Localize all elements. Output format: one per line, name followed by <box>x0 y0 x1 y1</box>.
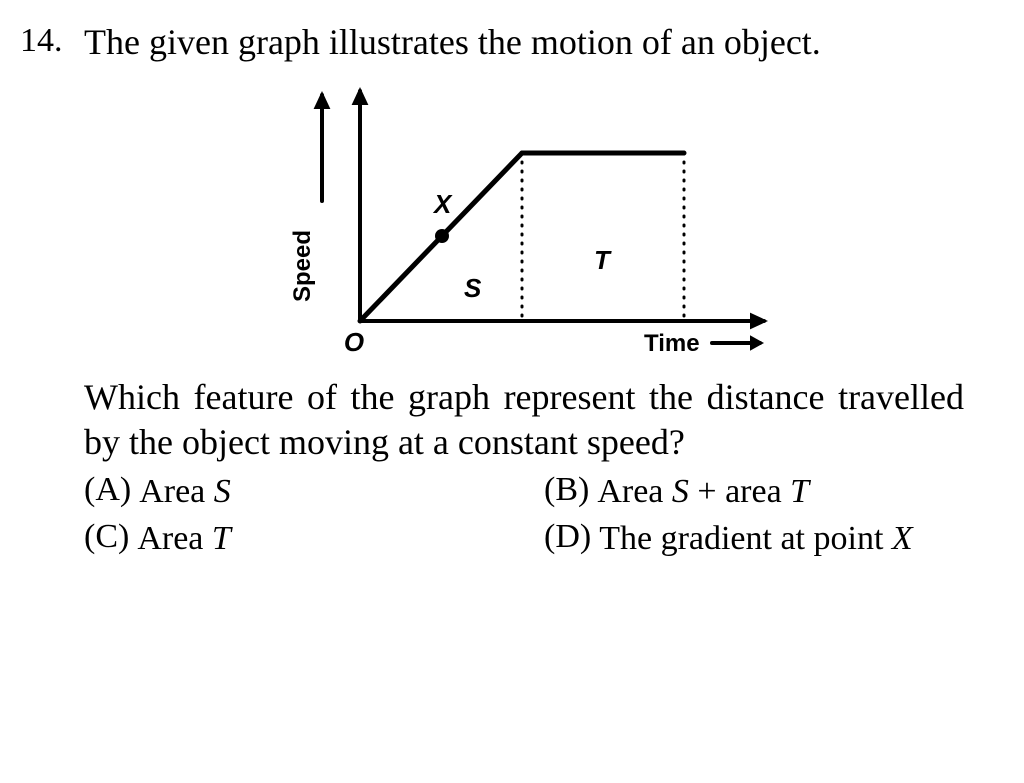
option-D: (D) The gradient at point X <box>544 518 964 561</box>
svg-text:T: T <box>594 245 612 275</box>
option-B-label: (B) <box>544 471 589 509</box>
graph-container: X S T O Time Speed <box>84 73 964 373</box>
option-D-text: The gradient at point X <box>599 518 912 561</box>
option-A: (A) Area S <box>84 471 504 514</box>
option-A-text: Area S <box>139 471 231 514</box>
question-number: 14. <box>20 20 84 60</box>
option-D-label: (D) <box>544 518 591 556</box>
option-C-label: (C) <box>84 518 129 556</box>
speed-time-graph: X S T O Time Speed <box>264 73 784 373</box>
option-C-text: Area T <box>137 518 230 561</box>
svg-text:Time: Time <box>644 330 700 357</box>
svg-text:S: S <box>464 273 482 303</box>
question-prompt: Which feature of the graph represent the… <box>84 375 964 465</box>
options-grid: (A) Area S (B) Area S + area T (C) Area … <box>84 471 964 560</box>
option-C: (C) Area T <box>84 518 504 561</box>
svg-text:X: X <box>432 189 453 219</box>
option-B-text: Area S + area T <box>597 471 809 514</box>
question-stem: The given graph illustrates the motion o… <box>84 20 964 65</box>
option-B: (B) Area S + area T <box>544 471 964 514</box>
option-A-label: (A) <box>84 471 131 509</box>
svg-text:Speed: Speed <box>289 230 316 302</box>
svg-text:O: O <box>344 327 364 357</box>
